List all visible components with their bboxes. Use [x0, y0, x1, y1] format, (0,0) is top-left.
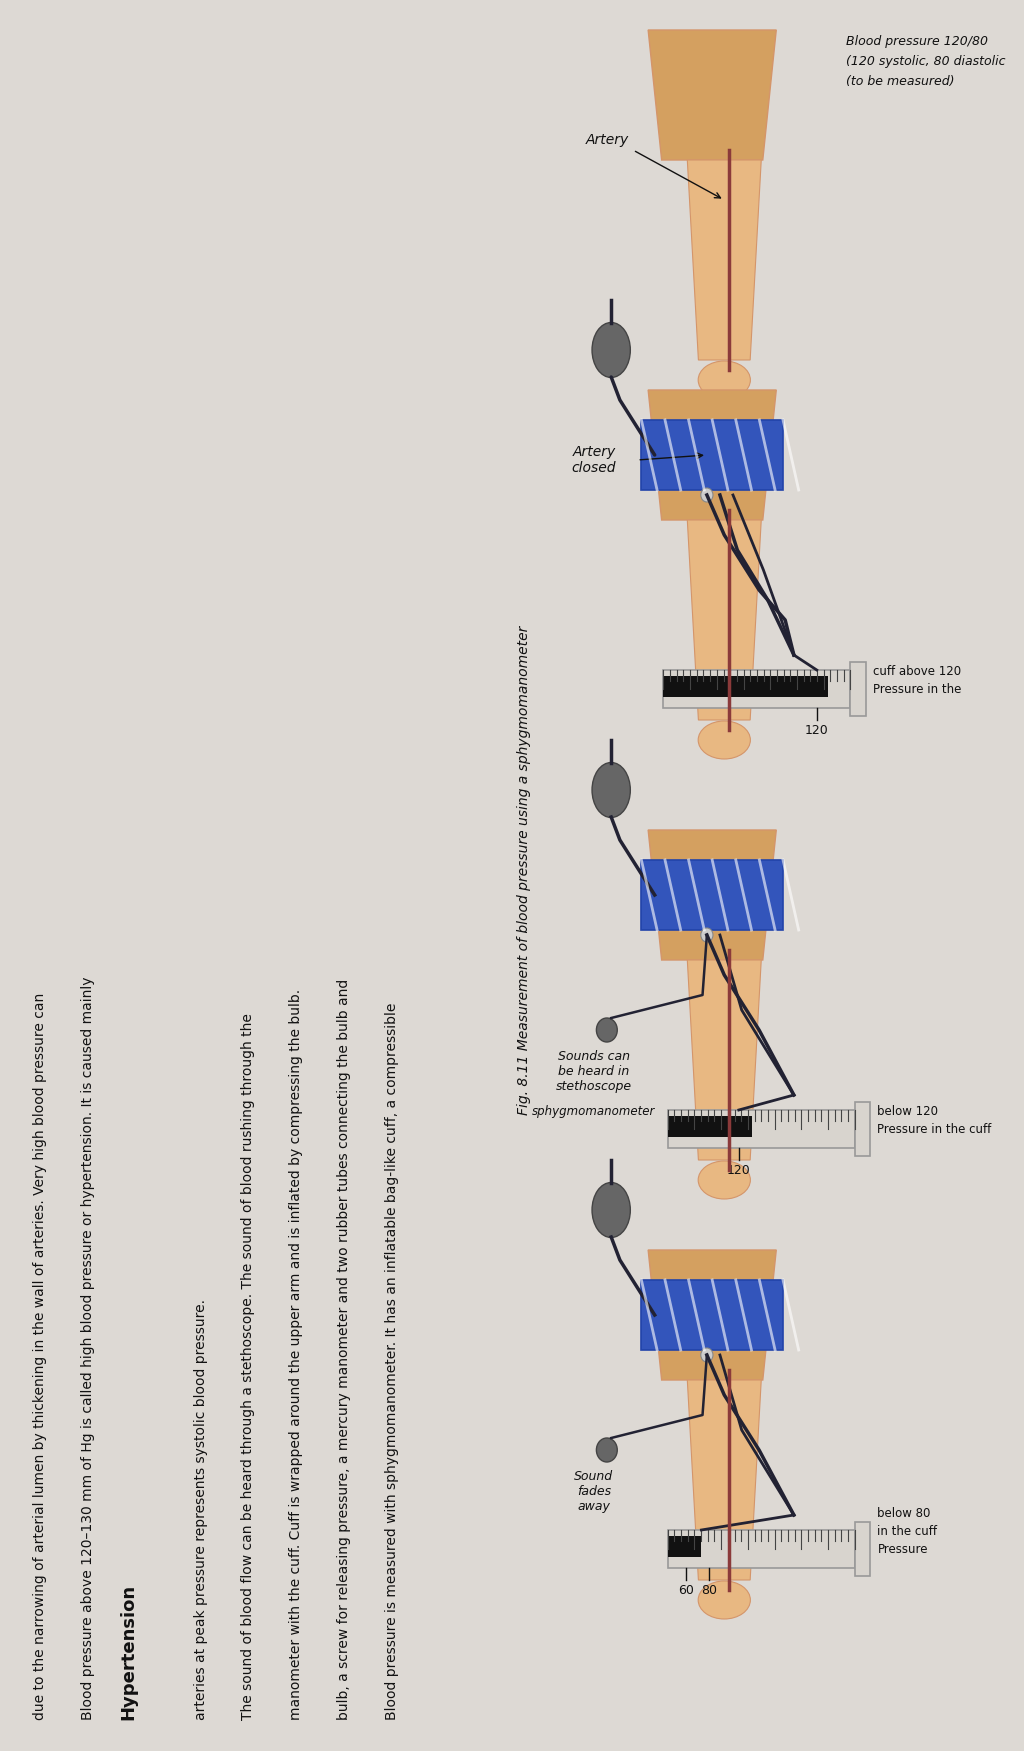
Text: The sound of blood flow can be heard through a stethoscope. The sound of blood r: The sound of blood flow can be heard thr…: [242, 1014, 255, 1719]
Ellipse shape: [700, 489, 713, 503]
Polygon shape: [648, 830, 776, 960]
Text: 120: 120: [727, 1164, 751, 1177]
Text: Artery
closed: Artery closed: [571, 445, 615, 475]
Text: below 120: below 120: [878, 1105, 938, 1117]
Bar: [668, 1530, 855, 1567]
Text: due to the narrowing of arterial lumen by thickening in the wall of arteries. Ve: due to the narrowing of arterial lumen b…: [33, 993, 47, 1719]
Text: 60: 60: [679, 1585, 694, 1597]
Polygon shape: [687, 960, 761, 1159]
Text: (to be measured): (to be measured): [846, 75, 954, 88]
Text: cuff above 120: cuff above 120: [873, 664, 962, 678]
Ellipse shape: [698, 721, 751, 758]
Bar: [855, 1522, 870, 1576]
Ellipse shape: [698, 361, 751, 399]
Text: Blood pressure 120/80: Blood pressure 120/80: [846, 35, 988, 47]
Text: 80: 80: [700, 1585, 717, 1597]
Text: Fig. 8.11 Measurement of blood pressure using a sphygmomanometer: Fig. 8.11 Measurement of blood pressure …: [517, 625, 531, 1115]
Text: bulb, a screw for releasing pressure, a mercury manometer and two rubber tubes c: bulb, a screw for releasing pressure, a …: [337, 979, 351, 1719]
Ellipse shape: [700, 928, 713, 942]
Polygon shape: [687, 520, 761, 720]
Bar: [668, 1115, 752, 1136]
Bar: [664, 671, 850, 707]
Bar: [850, 662, 866, 716]
Text: Sound
fades
away: Sound fades away: [574, 1471, 613, 1513]
Text: sphygmomanometer: sphygmomanometer: [532, 1105, 655, 1117]
Text: 120: 120: [805, 723, 828, 737]
Text: Pressure: Pressure: [878, 1543, 928, 1555]
Polygon shape: [687, 1380, 761, 1579]
Bar: [855, 1101, 870, 1156]
Bar: [664, 676, 828, 697]
Text: arteries at peak pressure represents systolic blood pressure.: arteries at peak pressure represents sys…: [194, 1299, 208, 1719]
Text: manometer with the cuff. Cuff is wrapped around the upper arm and is inflated by: manometer with the cuff. Cuff is wrapped…: [290, 989, 303, 1719]
Ellipse shape: [592, 1182, 631, 1238]
Text: (120 systolic, 80 diastolic: (120 systolic, 80 diastolic: [846, 54, 1006, 68]
Polygon shape: [648, 30, 776, 159]
Polygon shape: [641, 420, 783, 490]
Text: Blood pressure above 120–130 mm of Hg is called high blood pressure or hypertens: Blood pressure above 120–130 mm of Hg is…: [81, 977, 94, 1719]
Polygon shape: [641, 1280, 783, 1350]
Polygon shape: [648, 390, 776, 520]
Text: Artery: Artery: [586, 133, 629, 147]
Text: in the cuff: in the cuff: [878, 1525, 937, 1537]
Polygon shape: [648, 1250, 776, 1380]
Text: Pressure in the: Pressure in the: [873, 683, 962, 695]
Bar: [668, 1110, 855, 1149]
Text: Hypertension: Hypertension: [120, 1585, 137, 1719]
Bar: [668, 1536, 701, 1557]
Text: below 80: below 80: [878, 1506, 931, 1520]
Text: Pressure in the cuff: Pressure in the cuff: [878, 1122, 991, 1135]
Ellipse shape: [700, 1348, 713, 1362]
Ellipse shape: [596, 1438, 617, 1462]
Text: Sounds can
be heard in
stethoscope: Sounds can be heard in stethoscope: [556, 1051, 632, 1093]
Ellipse shape: [592, 322, 631, 378]
Ellipse shape: [592, 762, 631, 818]
Text: Blood pressure is measured with sphygmomanometer. It has an inflatable bag-like : Blood pressure is measured with sphygmom…: [385, 1003, 399, 1719]
Ellipse shape: [698, 1161, 751, 1199]
Ellipse shape: [596, 1017, 617, 1042]
Ellipse shape: [698, 1581, 751, 1620]
Polygon shape: [687, 159, 761, 361]
Polygon shape: [641, 860, 783, 930]
